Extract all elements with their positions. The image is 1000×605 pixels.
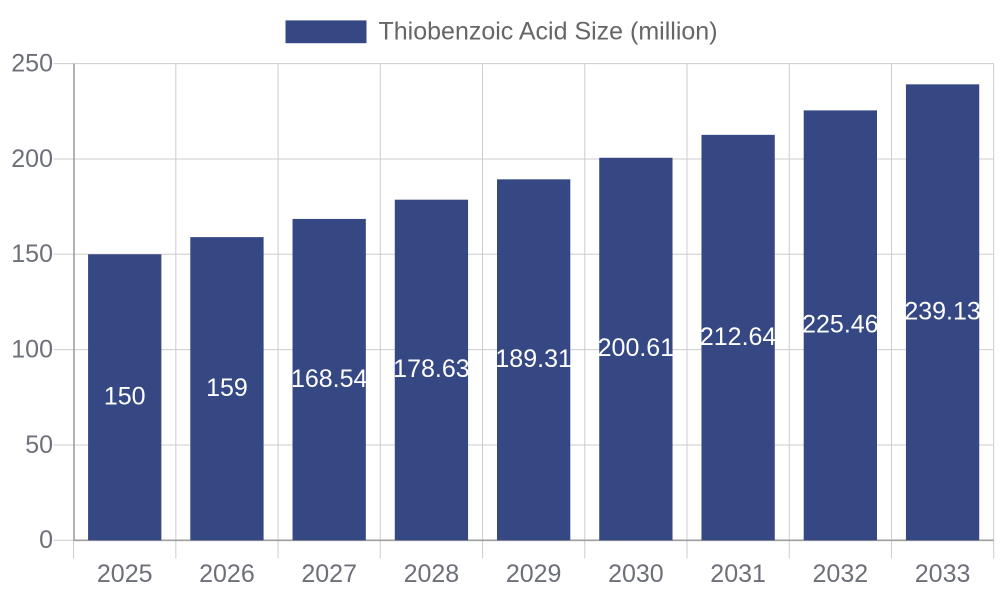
- svg-text:2031: 2031: [710, 560, 766, 588]
- svg-text:100: 100: [11, 336, 53, 364]
- svg-text:0: 0: [39, 526, 53, 554]
- svg-text:168.54: 168.54: [291, 365, 368, 393]
- svg-text:239.13: 239.13: [904, 298, 980, 326]
- svg-text:2033: 2033: [915, 560, 971, 588]
- svg-text:2025: 2025: [97, 560, 153, 588]
- svg-text:200.61: 200.61: [598, 334, 674, 362]
- svg-text:2028: 2028: [404, 560, 460, 588]
- svg-text:189.31: 189.31: [495, 345, 571, 373]
- svg-text:50: 50: [25, 431, 53, 459]
- svg-text:2029: 2029: [506, 560, 562, 588]
- svg-text:150: 150: [11, 240, 53, 268]
- svg-text:2032: 2032: [813, 560, 869, 588]
- svg-text:250: 250: [11, 50, 53, 78]
- svg-text:178.63: 178.63: [393, 355, 469, 383]
- svg-text:150: 150: [104, 382, 146, 410]
- svg-text:225.46: 225.46: [802, 311, 878, 339]
- svg-text:2027: 2027: [301, 560, 357, 588]
- svg-text:212.64: 212.64: [700, 323, 777, 351]
- svg-text:159: 159: [206, 374, 248, 402]
- svg-text:Thiobenzoic Acid Size (million: Thiobenzoic Acid Size (million): [379, 18, 718, 46]
- svg-text:200: 200: [11, 145, 53, 173]
- svg-text:2026: 2026: [199, 560, 255, 588]
- svg-text:2030: 2030: [608, 560, 664, 588]
